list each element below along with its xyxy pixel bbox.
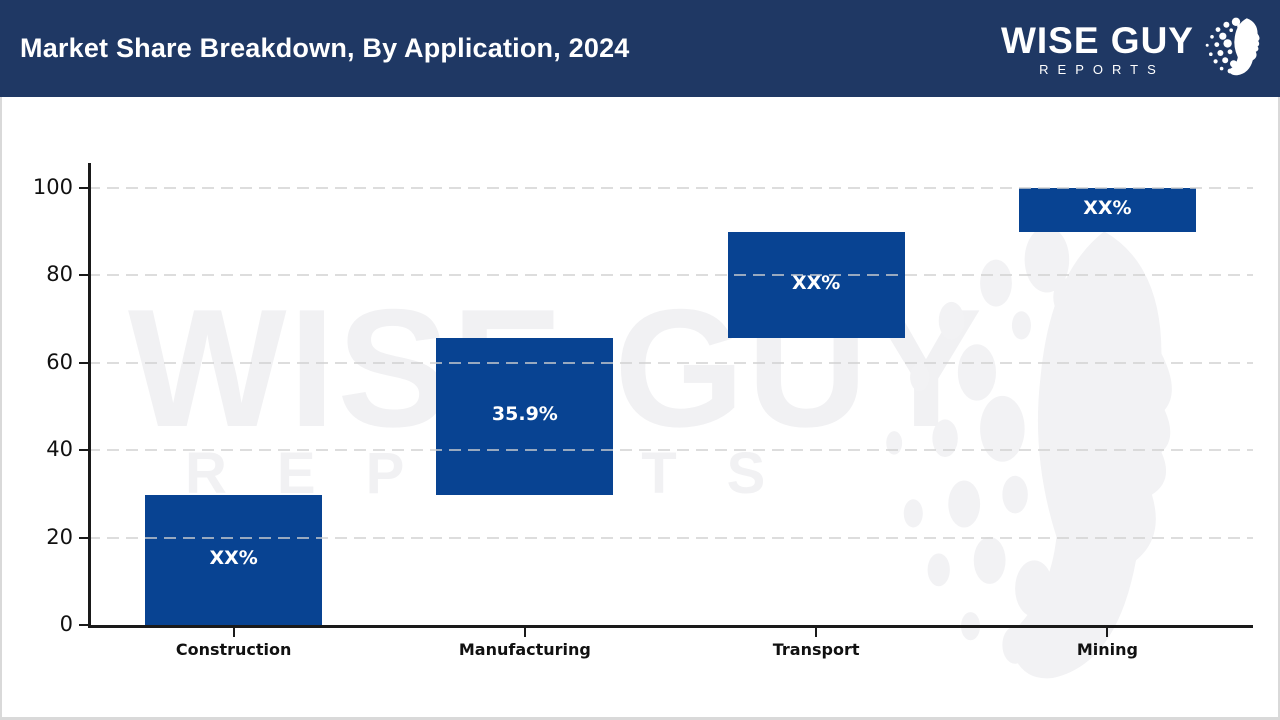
- y-tick-mark: [79, 449, 88, 452]
- header-bar: Market Share Breakdown, By Application, …: [0, 0, 1280, 97]
- x-tick-label: Transport: [772, 640, 860, 659]
- gridline: [88, 187, 1253, 189]
- bar-value-label: 35.9%: [491, 403, 558, 426]
- x-tick-mark: [523, 628, 526, 637]
- y-tick-mark: [79, 536, 88, 539]
- y-tick-label: 60: [46, 349, 73, 374]
- page-title: Market Share Breakdown, By Application, …: [20, 33, 630, 63]
- gridline: [88, 449, 1253, 452]
- y-tick-label: 0: [59, 612, 73, 636]
- y-tick-label: 20: [46, 524, 73, 549]
- y-tick-label: 40: [46, 437, 73, 462]
- x-tick-mark: [232, 628, 235, 637]
- y-axis: [88, 163, 91, 628]
- x-tick-label: Construction: [175, 640, 292, 659]
- y-tick-mark: [79, 274, 88, 277]
- gridline: [88, 274, 1253, 277]
- brand-subname: REPORTS: [1039, 61, 1165, 77]
- x-tick-label: Mining: [1076, 640, 1138, 659]
- bar-value-label: XX%: [209, 546, 258, 569]
- gridline: [88, 536, 1253, 539]
- bar-value-label: XX%: [791, 271, 841, 294]
- bar-segment: [727, 231, 905, 338]
- x-tick-mark: [815, 628, 818, 637]
- y-tick-mark: [79, 187, 88, 189]
- x-tick-label: Manufacturing: [458, 640, 591, 659]
- bar-segment: [436, 337, 614, 495]
- bar-value-label: XX%: [1083, 196, 1132, 219]
- y-tick-mark: [79, 361, 88, 364]
- y-tick-label: 80: [46, 262, 73, 287]
- y-tick-label: 100: [32, 175, 73, 199]
- x-axis: [88, 625, 1253, 628]
- brand-name: WISE GUY: [1000, 19, 1194, 61]
- brand-logo-text: WISE GUY REPORTS: [1001, 22, 1194, 76]
- x-tick-mark: [1106, 628, 1109, 637]
- y-tick-mark: [79, 624, 88, 626]
- brand-logo: WISE GUY REPORTS: [1001, 7, 1266, 91]
- gridline: [88, 361, 1253, 364]
- brand-head-icon: [1200, 7, 1266, 91]
- bar-segment: [1018, 188, 1196, 232]
- bar-segment: [145, 494, 323, 625]
